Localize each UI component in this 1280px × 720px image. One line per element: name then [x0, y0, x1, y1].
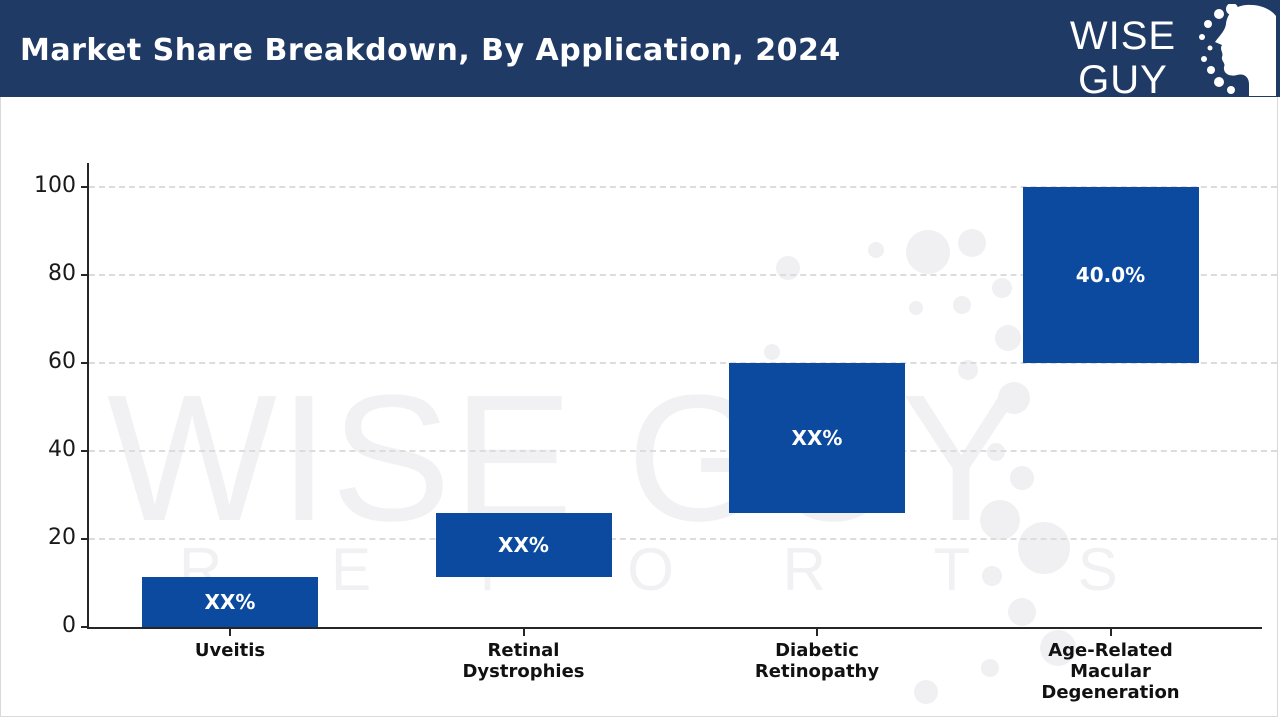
x-axis-line: [88, 627, 1262, 629]
y-tick-label: 40: [48, 437, 76, 462]
bar-value-label: XX%: [791, 426, 843, 451]
y-tick-mark: [81, 538, 88, 540]
y-tick-label: 0: [62, 613, 76, 638]
waterfall-bar: 40.0%: [1022, 187, 1199, 363]
brand-logo-line1: WISE GUY: [1069, 14, 1177, 102]
y-tick-mark: [81, 186, 88, 188]
bar-value-label: XX%: [498, 532, 549, 557]
y-tick-mark: [81, 274, 88, 276]
y-gridline: [89, 274, 1277, 276]
x-tick-mark: [229, 629, 231, 636]
y-gridline: [89, 186, 1277, 188]
waterfall-bar: XX%: [729, 363, 905, 514]
category-label: Uveitis: [194, 640, 266, 661]
bar-value-label: XX%: [204, 589, 256, 614]
category-label: Age-Related Macular Degeneration: [1041, 640, 1180, 703]
y-tick-mark: [81, 626, 88, 628]
x-tick-mark: [522, 629, 525, 636]
y-gridline: [89, 538, 1277, 540]
face-profile-logo-icon: [1199, 4, 1276, 96]
waterfall-bar: XX%: [435, 513, 612, 577]
watermark-subtext: R E P O R T S: [179, 536, 1164, 603]
y-tick-label: 60: [48, 349, 76, 374]
category-label: Retinal Dystrophies: [462, 640, 585, 682]
y-axis-line: [87, 163, 89, 629]
waterfall-bar: XX%: [142, 576, 318, 627]
y-tick-mark: [81, 362, 88, 364]
x-tick-mark: [816, 629, 818, 636]
y-tick-label: 20: [48, 525, 76, 550]
x-tick-mark: [1109, 629, 1112, 636]
chart-title: Market Share Breakdown, By Application, …: [20, 33, 841, 68]
y-gridline: [89, 362, 1277, 364]
y-gridline: [89, 450, 1277, 452]
y-tick-mark: [81, 450, 88, 452]
category-label: Diabetic Retinopathy: [754, 640, 880, 682]
bar-value-label: 40.0%: [1075, 263, 1146, 287]
y-tick-label: 100: [34, 173, 76, 198]
y-tick-label: 80: [48, 261, 76, 286]
